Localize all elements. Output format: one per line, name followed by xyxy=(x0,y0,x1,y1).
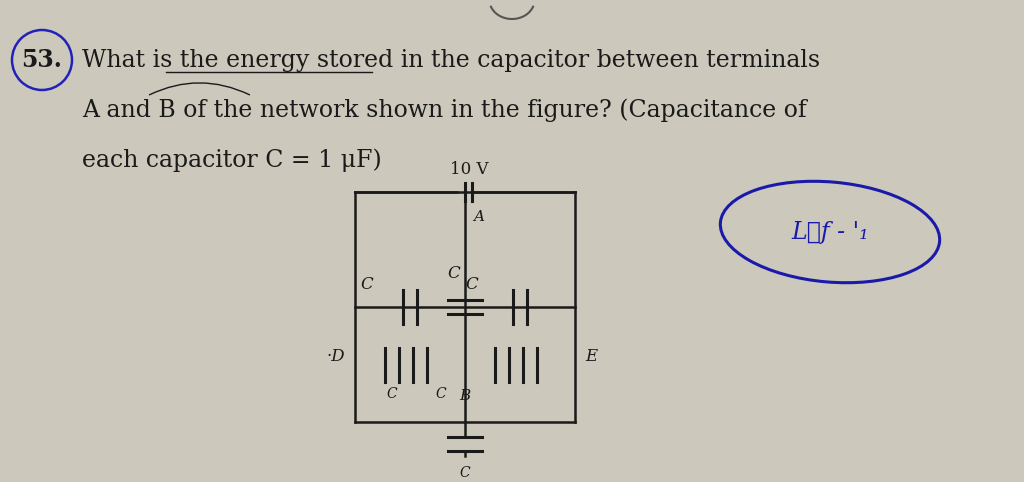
Text: 10 V: 10 V xyxy=(450,161,488,178)
Text: E: E xyxy=(585,348,597,365)
Text: C: C xyxy=(435,387,445,401)
Text: C: C xyxy=(447,265,460,282)
Text: each capacitor C = 1 μF): each capacitor C = 1 μF) xyxy=(82,148,382,172)
Text: What is the energy stored in the capacitor between terminals: What is the energy stored in the capacit… xyxy=(82,49,820,71)
Text: B: B xyxy=(460,388,471,402)
Text: 53.: 53. xyxy=(22,48,62,72)
Text: C: C xyxy=(360,276,373,293)
Text: ·D: ·D xyxy=(327,348,345,365)
Text: C: C xyxy=(387,387,397,401)
Text: Lℓf - '₁: Lℓf - '₁ xyxy=(792,220,868,243)
Text: A: A xyxy=(473,210,484,224)
Text: C: C xyxy=(460,466,470,480)
Text: C: C xyxy=(465,276,478,293)
Text: A and B of the network shown in the figure? (Capacitance of: A and B of the network shown in the figu… xyxy=(82,98,807,122)
